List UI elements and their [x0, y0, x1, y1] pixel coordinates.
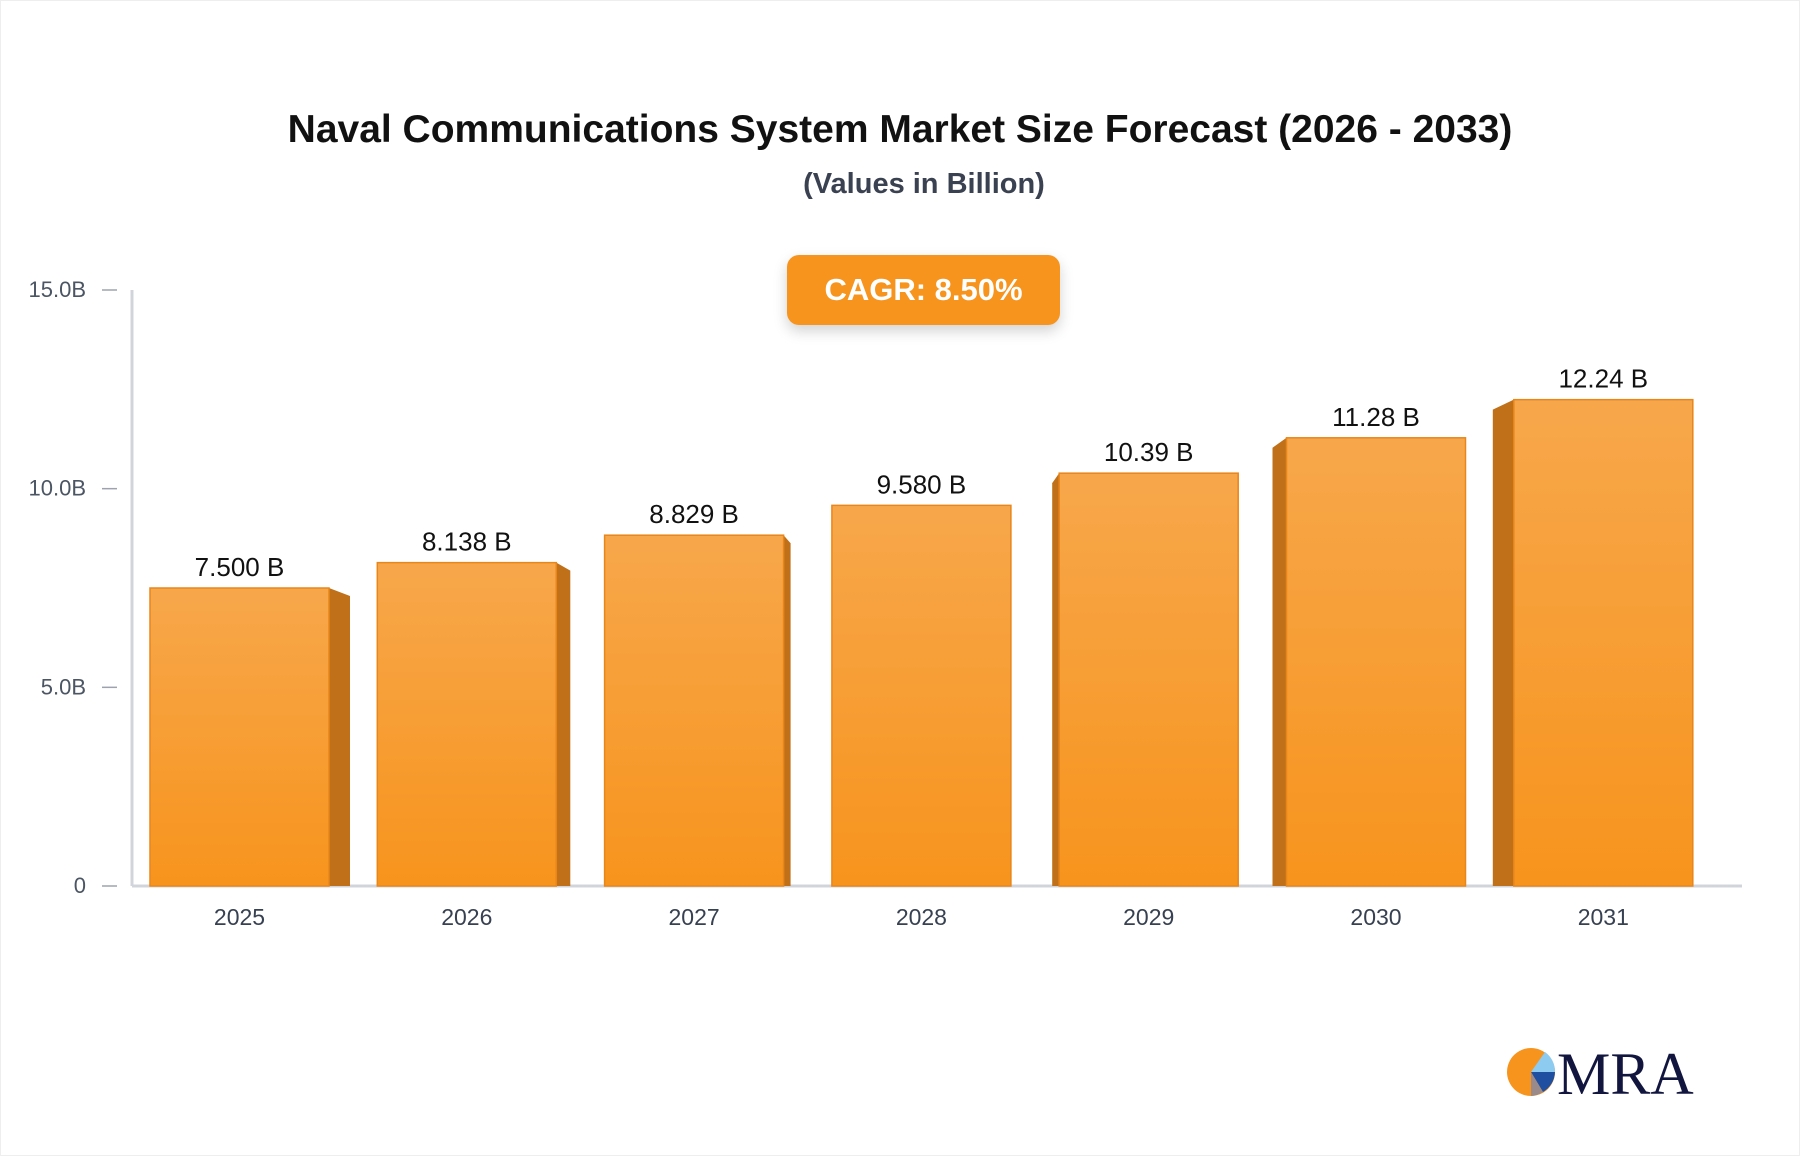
x-tick-label: 2028: [896, 904, 947, 930]
cagr-badge: CAGR: 8.50%: [787, 255, 1060, 325]
chart-title: Naval Communications System Market Size …: [287, 108, 1513, 151]
chart-subtitle: (Values in Billion): [803, 168, 1045, 200]
y-tick-label: 0: [74, 873, 86, 898]
bar-side: [1052, 473, 1060, 886]
logo-pie-icon: MRA: [1507, 1041, 1694, 1100]
bar-side: [329, 588, 350, 886]
bar: [376, 561, 558, 887]
data-label: 12.24 B: [1558, 364, 1648, 394]
x-tick-label: 2031: [1578, 904, 1629, 930]
bar: [1513, 398, 1694, 887]
data-label: 8.829 B: [649, 499, 739, 529]
x-tick-label: 2026: [441, 904, 492, 930]
bar: [1285, 437, 1467, 887]
bar: [1058, 472, 1239, 887]
y-tick-label: 15.0B: [29, 277, 87, 302]
bar-side: [556, 562, 571, 886]
bar-side: [1492, 399, 1514, 886]
x-tick-label: 2027: [669, 904, 720, 930]
y-tick-label: 10.0B: [29, 476, 87, 501]
bar: [831, 504, 1012, 887]
bar-side: [1272, 437, 1287, 886]
x-tick-label: 2030: [1350, 904, 1401, 930]
y-tick-label: 5.0B: [41, 674, 86, 699]
x-tick-label: 2029: [1123, 904, 1174, 930]
mra-logo: MRA: [1505, 1040, 1705, 1100]
data-label: 7.500 B: [195, 552, 285, 582]
logo-text: MRA: [1557, 1041, 1694, 1100]
x-tick-label: 2025: [214, 904, 265, 930]
data-label: 8.138 B: [422, 527, 512, 557]
bar: [603, 534, 785, 887]
bar-side: [783, 535, 791, 886]
bar: [149, 587, 330, 887]
data-label: 11.28 B: [1332, 402, 1420, 432]
data-label: 10.39 B: [1104, 437, 1194, 467]
data-label: 9.580 B: [877, 469, 967, 499]
